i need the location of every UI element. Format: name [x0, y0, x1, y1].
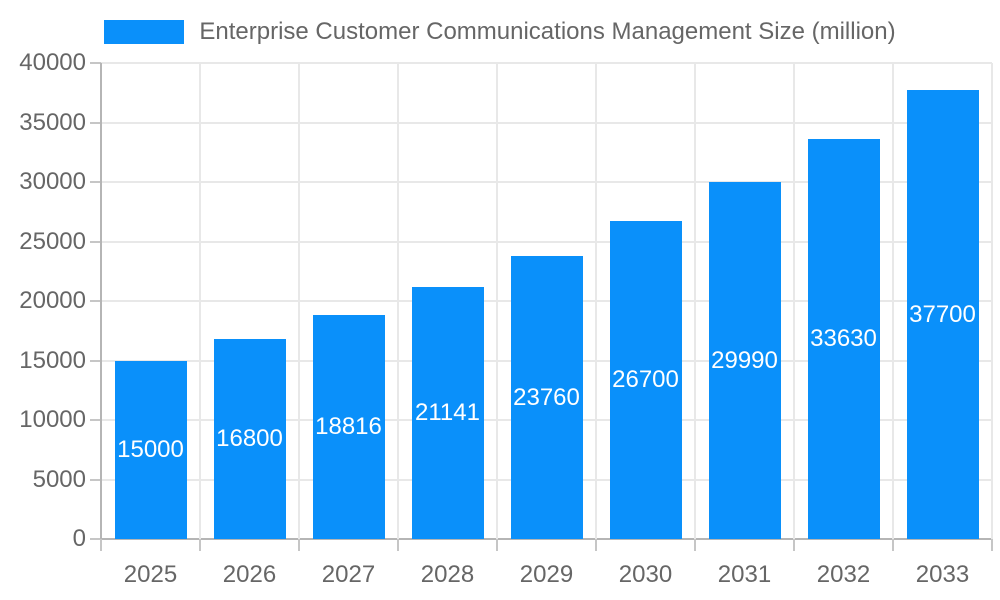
y-axis-tick-label: 5000: [32, 465, 86, 493]
x-axis-tick: [199, 539, 201, 551]
y-gridline: [101, 62, 992, 64]
x-gridline: [199, 63, 201, 539]
x-axis-tick: [694, 539, 696, 551]
x-gridline: [991, 63, 993, 539]
y-axis-tick: [90, 538, 101, 540]
x-axis-line: [101, 538, 992, 540]
x-axis-tick-label: 2026: [222, 561, 277, 588]
y-axis-tick-label: 35000: [19, 108, 86, 136]
bar-value-label: 26700: [612, 366, 679, 394]
x-gridline: [298, 63, 300, 539]
x-gridline: [793, 63, 795, 539]
x-axis-tick-label: 2032: [816, 561, 871, 588]
x-gridline: [892, 63, 894, 539]
legend-item-series-0[interactable]: Enterprise Customer Communications Manag…: [104, 18, 896, 46]
bar-value-label: 16800: [216, 425, 283, 453]
x-axis-tick: [397, 539, 399, 551]
bar-value-label: 29990: [711, 346, 778, 374]
y-axis-tick: [90, 478, 101, 481]
y-axis-line: [100, 63, 102, 539]
bar-2030[interactable]: 26700: [609, 221, 682, 539]
y-axis-tick-label: 10000: [19, 406, 86, 433]
x-axis-tick-label: 2033: [915, 561, 970, 588]
y-axis-tick-label: 30000: [19, 168, 86, 195]
bar-2026[interactable]: 16800: [213, 339, 286, 539]
bar-value-label: 15000: [117, 435, 184, 463]
y-axis-tick-label: 25000: [19, 227, 86, 255]
x-axis-tick-label: 2031: [717, 561, 772, 588]
y-gridline: [101, 121, 992, 124]
x-axis-tick-label: 2025: [123, 561, 178, 588]
y-axis-tick-label: 40000: [19, 49, 86, 76]
x-axis-tick: [892, 539, 894, 551]
bar-2027[interactable]: 18816: [312, 315, 385, 539]
bar-value-label: 33630: [810, 324, 877, 352]
x-axis-tick: [496, 539, 498, 551]
bar-2031[interactable]: 29990: [708, 182, 781, 539]
x-gridline: [397, 63, 399, 539]
x-gridline: [694, 63, 696, 539]
bar-2029[interactable]: 23760: [510, 256, 583, 539]
legend-swatch-icon: [104, 20, 185, 44]
y-axis-tick: [90, 359, 101, 362]
y-axis-tick-label: 0: [72, 525, 86, 552]
x-gridline: [496, 63, 498, 539]
bar-2028[interactable]: 21141: [411, 287, 484, 539]
x-axis-tick-label: 2028: [420, 561, 475, 588]
y-axis-tick: [90, 62, 101, 64]
x-axis-tick-label: 2030: [618, 561, 673, 588]
x-axis-tick-label: 2027: [321, 561, 376, 588]
bar-value-label: 37700: [909, 300, 976, 328]
bar-value-label: 23760: [513, 383, 580, 411]
bar-value-label: 18816: [315, 413, 382, 441]
bar-value-label: 21141: [415, 399, 480, 427]
y-axis-tick: [90, 240, 101, 243]
x-axis-tick: [793, 539, 795, 551]
x-axis-tick: [298, 539, 300, 551]
x-gridline: [595, 63, 597, 539]
x-axis-tick: [595, 539, 597, 551]
y-axis-tick: [90, 300, 101, 302]
y-axis-tick-label: 20000: [19, 287, 86, 314]
y-gridline: [101, 240, 992, 243]
x-axis-tick: [100, 539, 102, 551]
y-axis-tick-label: 15000: [19, 346, 86, 374]
bar-2033[interactable]: 37700: [906, 90, 979, 539]
y-gridline: [101, 181, 992, 183]
chart-legend: Enterprise Customer Communications Manag…: [0, 18, 1000, 46]
y-axis-tick: [90, 121, 101, 124]
bar-2025[interactable]: 15000: [114, 360, 187, 539]
legend-label: Enterprise Customer Communications Manag…: [199, 18, 896, 45]
y-axis-tick: [90, 419, 101, 421]
x-axis-tick: [991, 539, 993, 551]
y-axis-tick: [90, 181, 101, 183]
bar-2032[interactable]: 33630: [807, 138, 880, 539]
x-axis-tick-label: 2029: [519, 561, 574, 588]
